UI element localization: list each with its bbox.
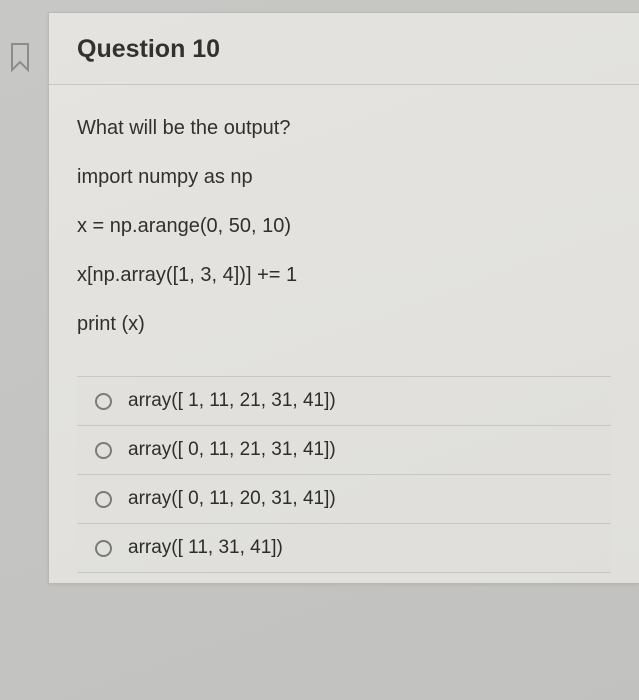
radio-icon [95, 540, 112, 557]
question-title: Question 10 [77, 35, 611, 64]
radio-icon [95, 393, 112, 410]
bookmark-flag-icon[interactable] [8, 42, 32, 72]
option-row[interactable]: array([ 0, 11, 20, 31, 41]) [77, 475, 611, 524]
option-row[interactable]: array([ 11, 31, 41]) [77, 524, 611, 573]
question-card: Question 10 What will be the output? imp… [48, 12, 639, 584]
option-label: array([ 1, 11, 21, 31, 41]) [128, 390, 336, 412]
option-label: array([ 0, 11, 21, 31, 41]) [128, 439, 336, 461]
radio-icon [95, 491, 112, 508]
code-line: import numpy as np [77, 164, 611, 191]
option-label: array([ 0, 11, 20, 31, 41]) [128, 488, 336, 510]
option-row[interactable]: array([ 0, 11, 21, 31, 41]) [77, 426, 611, 475]
code-line: x = np.arange(0, 50, 10) [77, 213, 611, 240]
question-header: Question 10 [49, 13, 639, 85]
radio-icon [95, 442, 112, 459]
question-body: What will be the output? import numpy as… [49, 85, 639, 583]
option-label: array([ 11, 31, 41]) [128, 537, 283, 559]
code-line: x[np.array([1, 3, 4])] += 1 [77, 262, 611, 289]
code-line: print (x) [77, 311, 611, 338]
question-prompt: What will be the output? [77, 115, 611, 142]
options-list: array([ 1, 11, 21, 31, 41]) array([ 0, 1… [77, 376, 611, 573]
option-row[interactable]: array([ 1, 11, 21, 31, 41]) [77, 377, 611, 426]
